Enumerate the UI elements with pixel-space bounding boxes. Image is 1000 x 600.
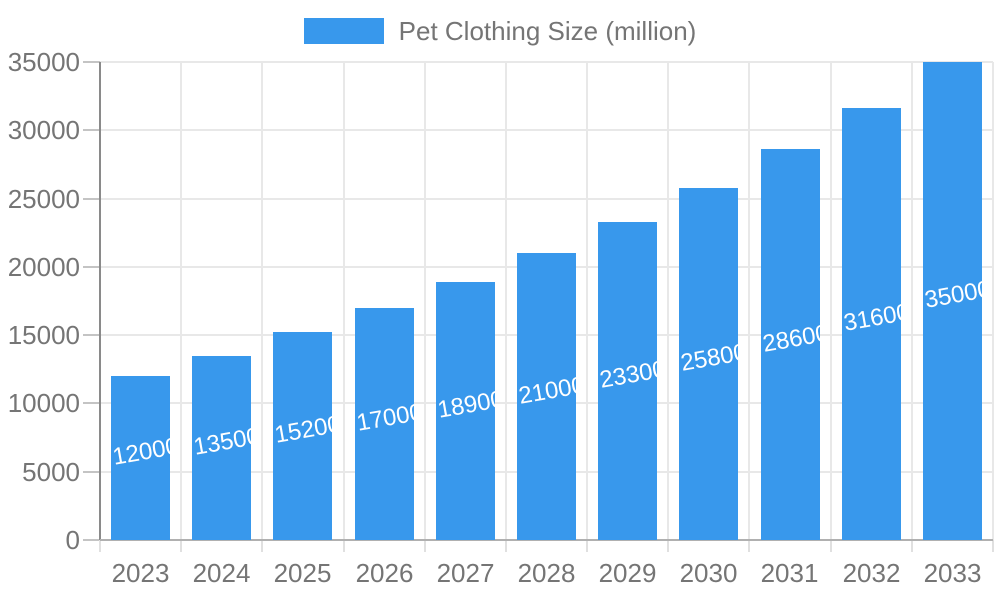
bar-2030: 25800 [679,188,738,540]
x-axis-tick [748,540,750,552]
x-axis-line [100,539,993,541]
y-axis-label: 25000 [7,184,80,214]
x-axis-tick [586,540,588,552]
x-axis-tick [343,540,345,552]
bar-value-label: 13500 [192,422,251,461]
bar-value-label: 15200 [273,410,332,449]
y-axis-tick [83,198,100,200]
x-axis-label: 2024 [192,558,251,588]
x-axis-tick [830,540,832,552]
bar-value-label: 28600 [761,319,820,358]
x-axis-tick [99,540,101,552]
y-axis-tick [83,402,100,404]
y-axis-label: 10000 [7,388,80,418]
gridline-vertical [667,62,669,540]
x-axis-tick [992,540,994,552]
y-axis-tick [83,129,100,131]
bar-2027: 18900 [436,282,495,540]
bar-2033: 35000 [923,62,982,540]
gridline-vertical [748,62,750,540]
x-axis-tick [180,540,182,552]
x-axis-label: 2025 [273,558,332,588]
x-axis-label: 2028 [517,558,576,588]
x-axis-tick [911,540,913,552]
y-axis-label: 5000 [22,457,80,487]
x-axis-label: 2033 [923,558,982,588]
gridline-vertical [992,62,994,540]
gridline-horizontal [100,61,993,63]
legend-label: Pet Clothing Size (million) [398,16,697,46]
bar-2023: 12000 [111,376,170,540]
x-axis-tick [261,540,263,552]
bar-2028: 21000 [517,253,576,540]
y-axis-tick [83,61,100,63]
x-axis-label: 2032 [842,558,901,588]
gridline-vertical [261,62,263,540]
y-axis-tick [83,266,100,268]
x-axis-label: 2030 [679,558,738,588]
y-axis-label: 0 [65,525,80,555]
bar-2032: 31600 [842,108,901,540]
chart-legend: Pet Clothing Size (million) [0,17,1000,45]
y-axis-label: 15000 [7,320,80,350]
gridline-vertical [505,62,507,540]
x-axis-tick [424,540,426,552]
x-axis-label: 2031 [760,558,819,588]
gridline-horizontal [100,198,993,200]
y-axis-label: 20000 [7,252,80,282]
bar-value-label: 31600 [842,298,901,337]
bar-value-label: 12000 [111,432,170,471]
x-axis-tick [667,540,669,552]
x-axis-tick [505,540,507,552]
gridline-vertical [180,62,182,540]
bar-value-label: 25800 [679,338,738,377]
legend-swatch [303,18,384,44]
bar-2026: 17000 [355,308,414,540]
gridline-vertical [830,62,832,540]
y-axis-tick [83,539,100,541]
bar-2031: 28600 [761,149,820,540]
bar-value-label: 18900 [436,385,495,424]
y-axis-label: 35000 [7,47,80,77]
gridline-vertical [911,62,913,540]
x-axis-label: 2023 [111,558,170,588]
x-axis-label: 2026 [355,558,414,588]
gridline-vertical [424,62,426,540]
y-axis-tick [83,334,100,336]
x-axis-label: 2029 [598,558,657,588]
bar-2024: 13500 [192,356,251,540]
gridline-horizontal [100,129,993,131]
bar-2025: 15200 [273,332,332,540]
y-axis-line [99,62,101,540]
gridline-vertical [586,62,588,540]
y-axis-tick [83,471,100,473]
y-axis-label: 30000 [7,115,80,145]
gridline-vertical [343,62,345,540]
bar-value-label: 35000 [923,275,982,314]
bar-value-label: 17000 [355,398,414,437]
x-axis-label: 2027 [436,558,495,588]
bar-2029: 23300 [598,222,657,540]
bar-value-label: 23300 [598,355,657,394]
bar-value-label: 21000 [517,371,576,410]
